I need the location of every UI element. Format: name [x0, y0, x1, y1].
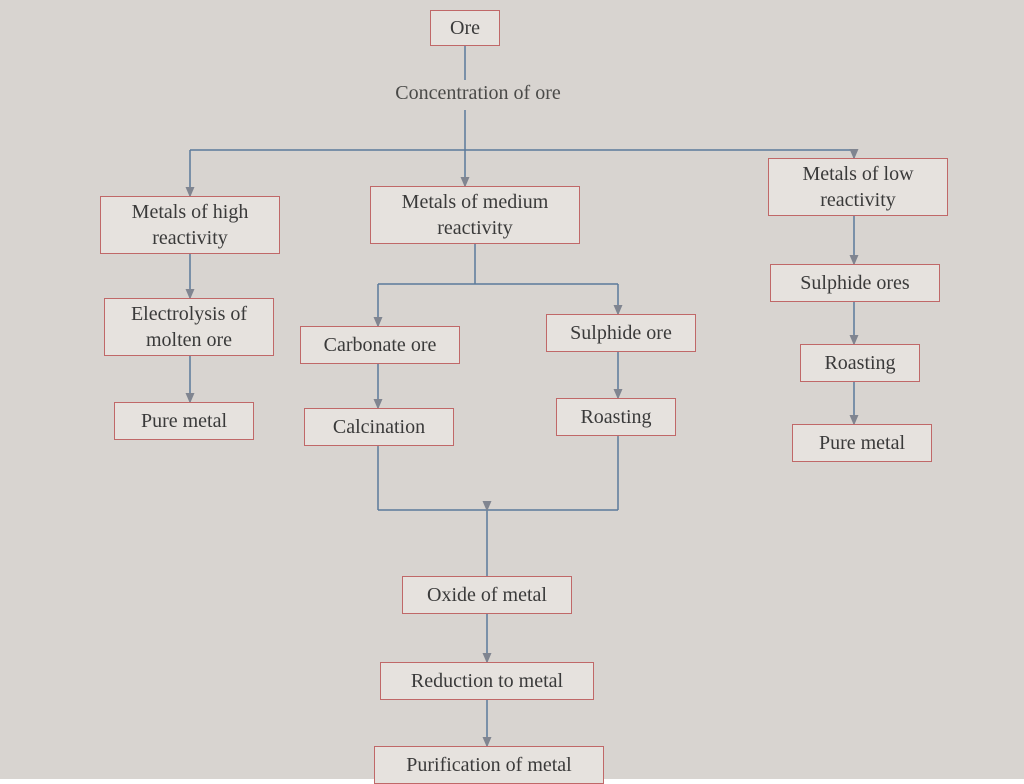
node-purification: Purification of metal: [374, 746, 604, 784]
node-calcination: Calcination: [304, 408, 454, 446]
node-ore: Ore: [430, 10, 500, 46]
node-low-reactivity: Metals of low reactivity: [768, 158, 948, 216]
node-oxide: Oxide of metal: [402, 576, 572, 614]
node-electrolysis: Electrolysis of molten ore: [104, 298, 274, 356]
node-pure-high: Pure metal: [114, 402, 254, 440]
node-sulphide-low: Sulphide ores: [770, 264, 940, 302]
node-roasting-low: Roasting: [800, 344, 920, 382]
node-high-reactivity: Metals of high reactivity: [100, 196, 280, 254]
node-carbonate: Carbonate ore: [300, 326, 460, 364]
node-reduction: Reduction to metal: [380, 662, 594, 700]
node-medium-reactivity: Metals of medium reactivity: [370, 186, 580, 244]
node-pure-low: Pure metal: [792, 424, 932, 462]
node-roasting-med: Roasting: [556, 398, 676, 436]
concentration-label: Concentration of ore: [358, 82, 598, 110]
node-sulphide-med: Sulphide ore: [546, 314, 696, 352]
